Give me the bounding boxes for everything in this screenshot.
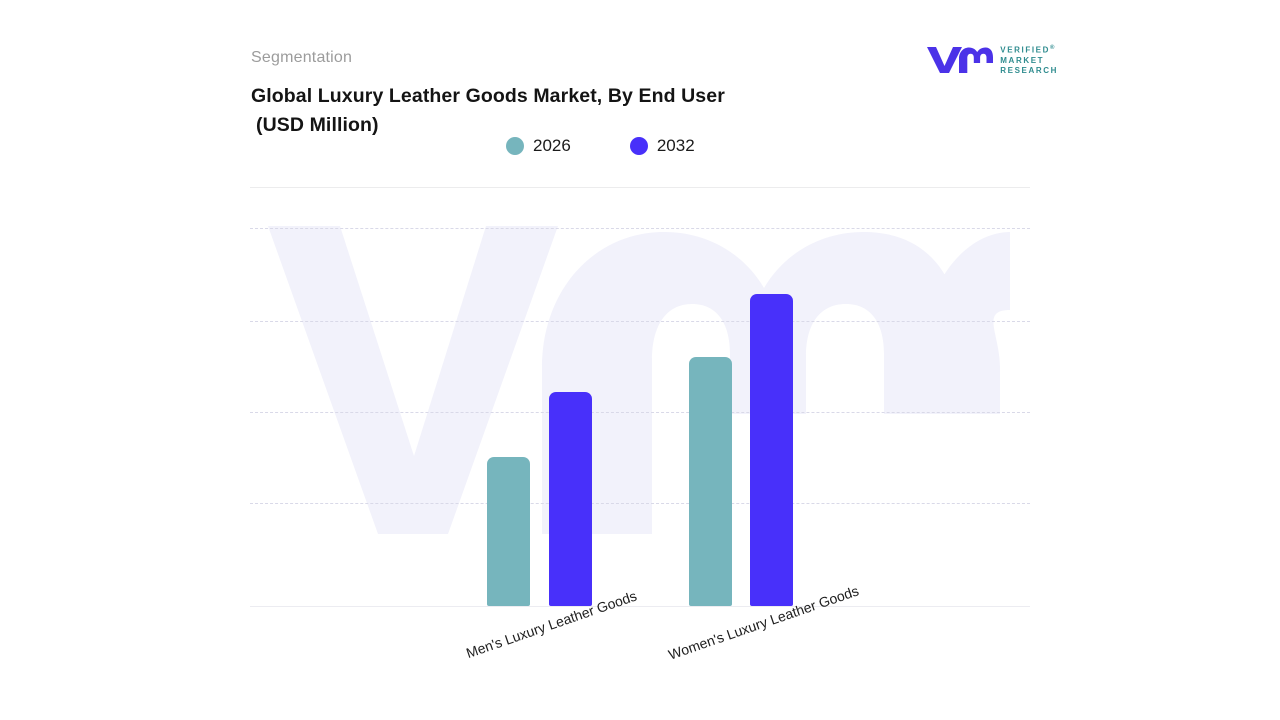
vmr-monogram-icon <box>925 44 994 74</box>
legend-swatch-icon <box>506 137 524 155</box>
legend-label: 2026 <box>533 136 571 155</box>
gridline <box>250 321 1030 322</box>
bar-mens-2032[interactable] <box>549 392 592 606</box>
legend-swatch-icon <box>629 137 648 155</box>
logo-line-3: RESEARCH <box>1000 65 1058 75</box>
bar-womens-2026[interactable] <box>689 357 732 606</box>
bar-womens-2032[interactable] <box>750 294 793 606</box>
verified-market-research-logo: VERIFIED® MARKET RESEARCH <box>925 44 1058 75</box>
x-axis-baseline <box>250 606 1030 607</box>
segmentation-kicker: Segmentation <box>251 49 353 66</box>
gridline <box>250 228 1030 229</box>
page-title-line-2: (USD Million) <box>256 114 379 136</box>
logo-wordmark: VERIFIED® MARKET RESEARCH <box>1000 44 1058 75</box>
vmr-watermark-icon <box>268 226 1010 534</box>
legend-item-2026[interactable]: 2026 <box>506 136 571 156</box>
legend-label: 2032 <box>656 136 695 155</box>
page-title-line-1: Global Luxury Leather Goods Market, By E… <box>251 85 725 107</box>
gridline <box>250 412 1030 413</box>
gridline <box>250 503 1030 504</box>
page-title: Global Luxury Leather Goods Market, By E… <box>251 82 891 140</box>
logo-line-1: VERIFIED® <box>1000 45 1057 55</box>
header-divider <box>250 187 1030 188</box>
legend-item-2032[interactable]: 2032 <box>629 136 695 156</box>
chart-legend: 2026 2032 <box>506 136 695 156</box>
logo-line-2: MARKET <box>1000 55 1045 65</box>
bar-mens-2026[interactable] <box>487 457 530 606</box>
chart-plot-area: Men's Luxury Leather Goods Women's Luxur… <box>250 200 1030 663</box>
